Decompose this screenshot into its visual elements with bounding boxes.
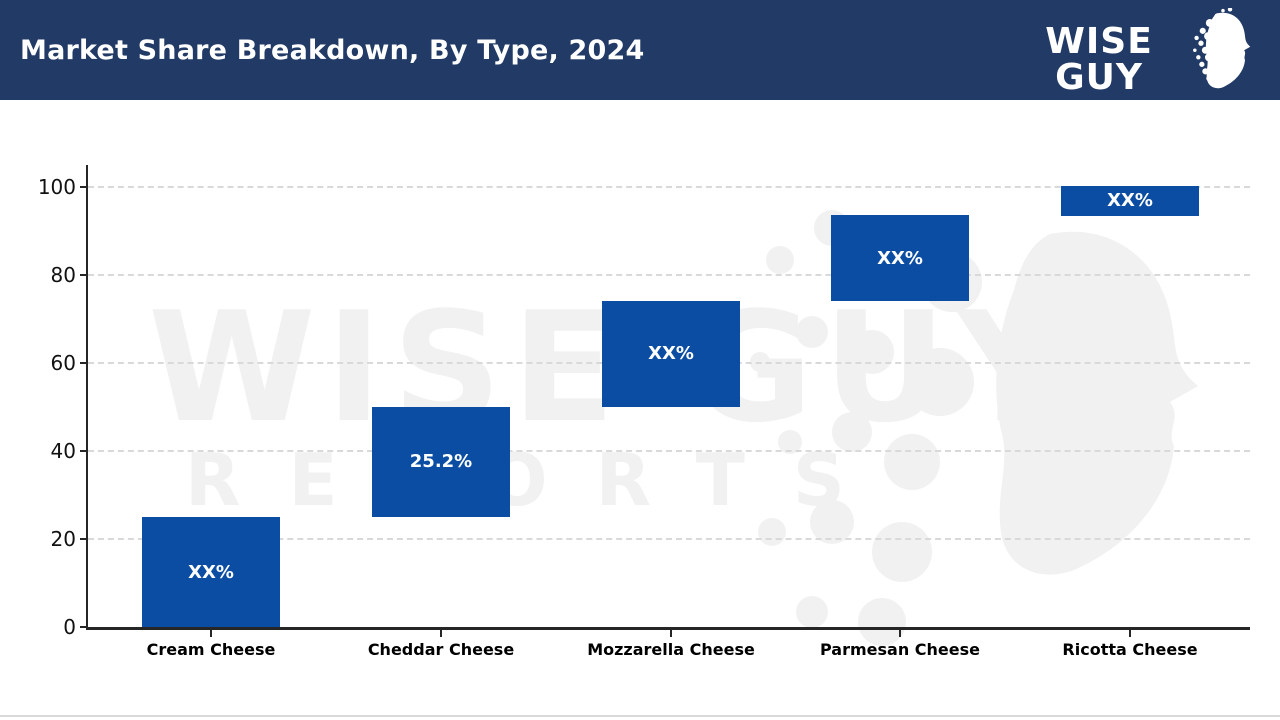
y-tick xyxy=(80,274,88,276)
y-tick-label: 20 xyxy=(50,527,76,551)
bar-label: XX% xyxy=(648,343,694,365)
header-bar: Market Share Breakdown, By Type, 2024 WI… xyxy=(0,0,1280,115)
y-tick xyxy=(80,186,88,188)
logo-face-icon xyxy=(1193,8,1251,89)
bar-ricotta-cheese: XX% xyxy=(1061,185,1199,216)
logo-wordmark: WISE GUY REPORTS xyxy=(1004,21,1194,116)
logo-wordmark-line2: REPORTS xyxy=(1038,99,1164,115)
x-tick-label: Ricotta Cheese xyxy=(1062,640,1198,659)
x-tick-label: Cheddar Cheese xyxy=(367,640,515,659)
x-tick-label: Parmesan Cheese xyxy=(820,640,980,659)
watermark-face-icon xyxy=(996,231,1198,575)
bar-label: XX% xyxy=(877,247,923,269)
chart-area: WISE GUY REPORTS 0 20 40 60 80 100 XX% 25.2% XX%… xyxy=(0,100,1280,720)
x-tick xyxy=(1129,629,1131,637)
x-tick-label: Mozzarella Cheese xyxy=(587,640,755,659)
gridline-y20 xyxy=(88,538,1250,540)
bar-label: XX% xyxy=(188,561,234,583)
bar-label: 25.2% xyxy=(409,451,473,473)
bottom-border xyxy=(0,715,1280,717)
wiseguy-logo: WISE GUY REPORTS xyxy=(1004,6,1266,115)
x-tick xyxy=(670,629,672,637)
x-tick-label: Cream Cheese xyxy=(146,640,276,659)
y-tick xyxy=(80,450,88,452)
bar-label: XX% xyxy=(1107,190,1153,212)
bar-cheddar-cheese: 25.2% xyxy=(372,406,510,518)
bar-parmesan-cheese: XX% xyxy=(831,215,969,301)
bar-mozzarella-cheese: XX% xyxy=(602,300,740,407)
logo-wordmark-line1: WISE GUY xyxy=(1045,21,1153,98)
y-tick xyxy=(80,626,88,628)
gridline-y80 xyxy=(88,274,1250,276)
y-tick-label: 80 xyxy=(50,263,76,287)
bar-cream-cheese: XX% xyxy=(142,517,280,627)
gridline-y40 xyxy=(88,450,1250,452)
y-tick-label: 60 xyxy=(50,351,76,375)
x-axis xyxy=(86,627,1250,630)
y-tick-label: 100 xyxy=(37,175,76,199)
y-tick xyxy=(80,362,88,364)
x-tick xyxy=(899,629,901,637)
x-tick xyxy=(210,629,212,637)
gridline-y100 xyxy=(88,186,1250,188)
y-tick xyxy=(80,538,88,540)
x-tick xyxy=(440,629,442,637)
chart-title: Market Share Breakdown, By Type, 2024 xyxy=(20,34,645,66)
y-tick-label: 0 xyxy=(63,615,76,639)
y-axis xyxy=(86,165,88,629)
y-tick-label: 40 xyxy=(50,439,76,463)
